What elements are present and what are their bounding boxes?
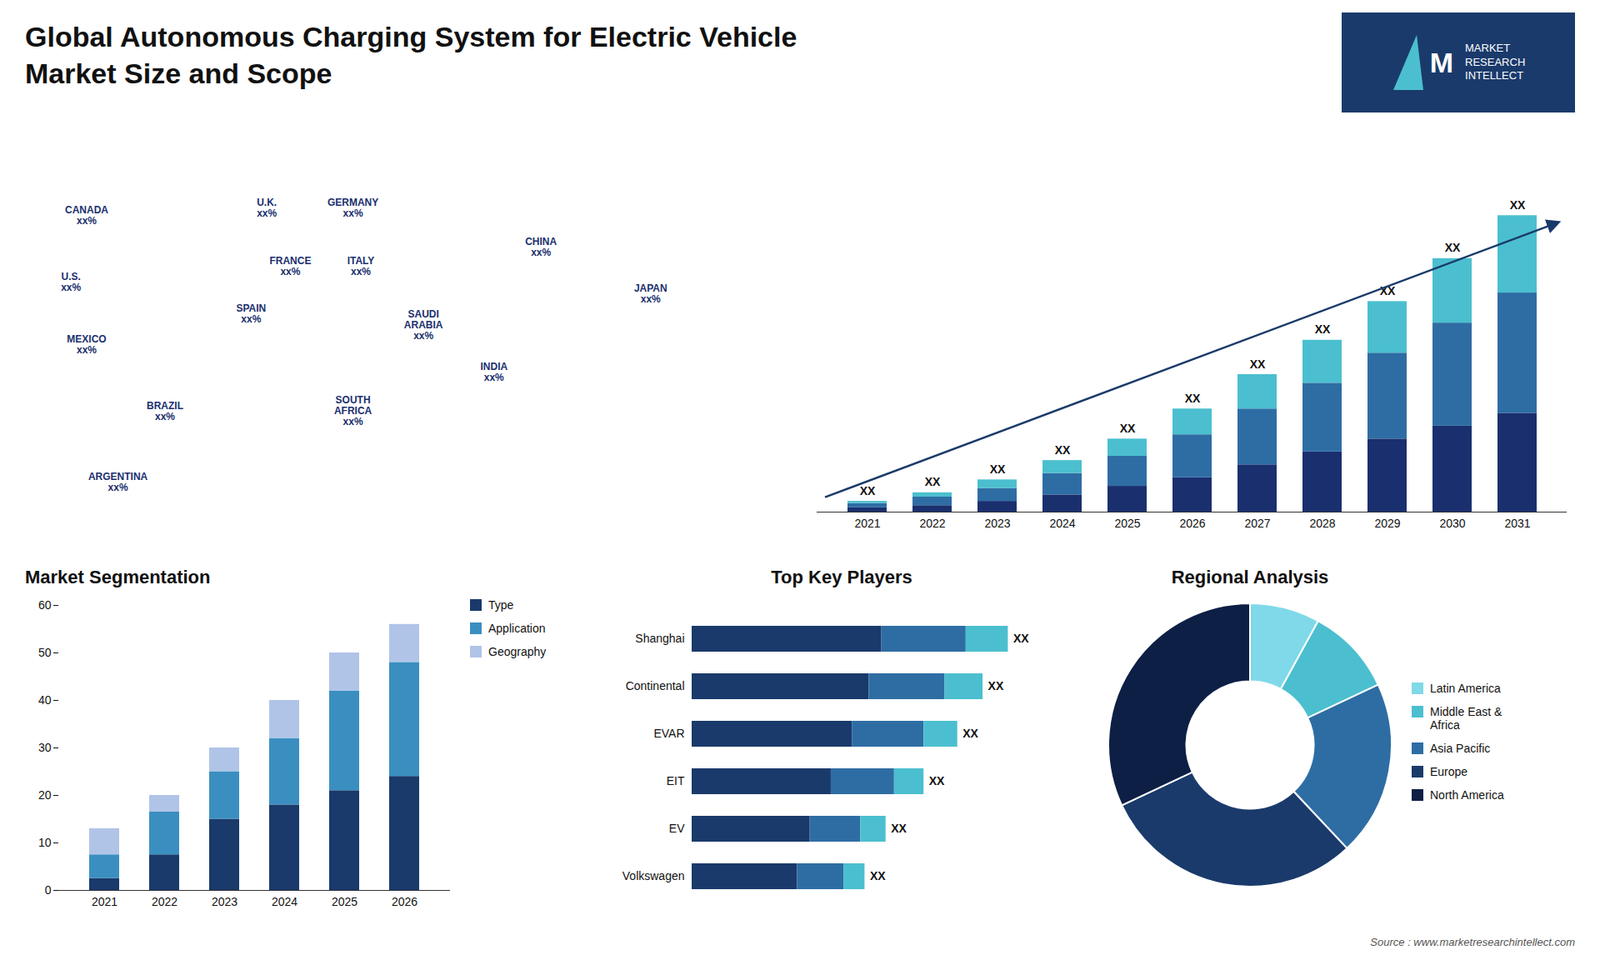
svg-text:50: 50 [38,645,52,660]
html-text:Global Autonomous Charging Sys: Global Autonomous Charging System for El… [25,20,797,90]
svg-text:10: 10 [38,835,52,850]
svg-text:XX: XX [1379,284,1396,298]
html-text:MARKET RESEARCH INTELLECT: MARKET RESEARCH INTELLECT [1465,41,1526,82]
svg-text:XX: XX [870,869,886,883]
html-text:Asia Pacific: Asia Pacific [1430,741,1491,755]
html-text:BRAZIL xx%: BRAZIL xx% [146,399,184,423]
html-text:U.K. xx%: U.K. xx% [256,196,277,219]
svg-text:XX: XX [1445,240,1461,255]
html-text:JAPAN xx%: JAPAN xx% [634,282,668,305]
html-text:Top Key Players: Top Key Players [771,566,913,588]
svg-text:0: 0 [45,883,52,897]
html-text:Source : www.marketresearchint: Source : www.marketresearchintellect.com [1370,935,1575,949]
html-text:M: M [1429,46,1454,78]
svg-text:2029: 2029 [1374,516,1400,530]
html-text:SOUTH AFRICA xx%: SOUTH AFRICA xx% [334,394,372,428]
svg-text:60: 60 [38,598,52,612]
svg-text:XX: XX [925,475,941,489]
svg-text:XX: XX [860,484,876,498]
html-text:SPAIN xx%: SPAIN xx% [236,301,267,325]
html-text:GERMANY xx%: GERMANY xx% [327,196,379,219]
svg-text:XX: XX [929,774,945,788]
html-text:ARGENTINA xx%: ARGENTINA xx% [88,470,148,493]
html-text:INDIA xx%: INDIA xx% [480,360,508,384]
svg-text:XX: XX [1510,198,1526,212]
html-text:Application: Application [488,621,546,635]
svg-text:XX: XX [1250,357,1266,371]
svg-text:EVAR: EVAR [653,726,685,740]
svg-text:2025: 2025 [331,895,358,909]
svg-text:2022: 2022 [151,895,178,909]
svg-text:Volkswagen: Volkswagen [622,869,685,883]
svg-text:XX: XX [890,821,907,835]
svg-text:20: 20 [38,788,52,802]
svg-text:2022: 2022 [919,516,945,530]
html-text:Type: Type [488,598,514,612]
svg-text:2021: 2021 [91,895,118,909]
svg-text:2027: 2027 [1244,516,1270,530]
svg-text:XX: XX [1185,391,1201,405]
html-text:Middle East & Africa: Middle East & Africa [1430,705,1502,732]
svg-text:XX: XX [1315,322,1331,336]
svg-text:XX: XX [1055,443,1071,457]
svg-text:2026: 2026 [391,895,418,909]
svg-text:XX: XX [988,679,1005,693]
svg-text:2028: 2028 [1309,516,1335,530]
svg-text:XX: XX [962,726,979,740]
html-text:ITALY xx%: ITALY xx% [347,254,375,278]
svg-text:2031: 2031 [1504,516,1530,530]
html-text:MEXICO xx%: MEXICO xx% [66,333,107,356]
svg-text:XX: XX [990,462,1006,476]
svg-text:EV: EV [669,821,685,835]
svg-text:2024: 2024 [271,895,298,909]
svg-text:2023: 2023 [984,516,1010,530]
html-text:FRANCE xx%: FRANCE xx% [269,254,312,278]
svg-text:XX: XX [1013,631,1030,645]
svg-text:2024: 2024 [1049,516,1075,530]
svg-text:Shanghai: Shanghai [635,631,685,645]
html-text:SAUDI ARABIA xx%: SAUDI ARABIA xx% [404,308,443,342]
html-text:Geography: Geography [488,645,547,659]
html-text:CANADA xx%: CANADA xx% [65,204,109,227]
svg-text:2023: 2023 [211,895,238,909]
svg-text:2030: 2030 [1439,516,1465,530]
html-text:North America: North America [1430,788,1504,802]
svg-text:30: 30 [38,740,52,755]
svg-text:Continental: Continental [625,679,685,693]
html-text:Regional Analysis: Regional Analysis [1171,566,1329,588]
svg-text:2026: 2026 [1179,516,1205,530]
html-text:CHINA xx%: CHINA xx% [525,235,557,258]
html-text:Latin America: Latin America [1430,681,1501,695]
html-text:Market Segmentation: Market Segmentation [25,566,211,588]
svg-text:EIT: EIT [666,774,685,788]
svg-text:2021: 2021 [854,516,880,530]
html-text:U.S. xx%: U.S. xx% [61,270,81,294]
html-text:Europe: Europe [1430,765,1468,779]
svg-text:40: 40 [38,693,52,707]
svg-text:XX: XX [1120,421,1136,435]
svg-text:2025: 2025 [1114,516,1140,530]
